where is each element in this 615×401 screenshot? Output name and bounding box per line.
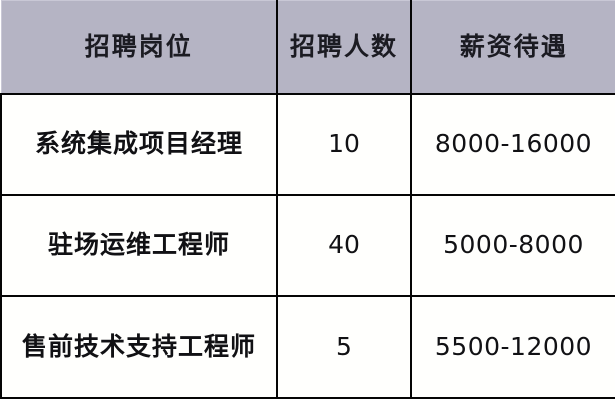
column-header-position: 招聘岗位 [0,0,278,95]
column-header-salary: 薪资待遇 [411,0,615,95]
table-header: 招聘岗位 招聘人数 薪资待遇 [0,0,615,95]
cell-salary-text: 8000-16000 [434,129,593,159]
cell-salary-text: 5500-12000 [434,331,593,361]
cell-count: 10 [277,93,412,196]
cell-count: 40 [277,194,412,297]
cell-salary-text: 5000-8000 [443,230,584,260]
table-row: 驻场运维工程师 40 5000-8000 [0,194,615,297]
table-header-row: 招聘岗位 招聘人数 薪资待遇 [0,0,615,95]
table-body: 系统集成项目经理 10 8000-16000 驻场运维工程师 40 5000-8… [0,93,615,399]
cell-salary: 8000-16000 [411,93,615,196]
cell-count-text: 10 [328,129,360,159]
table-row: 售前技术支持工程师 5 5500-12000 [0,295,615,399]
cell-salary: 5000-8000 [411,194,615,297]
cell-position: 驻场运维工程师 [0,194,278,297]
column-header-count-label: 招聘人数 [289,32,398,61]
cell-count-text: 5 [336,331,352,361]
cell-count-text: 40 [328,230,360,260]
column-header-count: 招聘人数 [277,0,412,95]
cell-count: 5 [277,295,412,399]
cell-position-text: 售前技术支持工程师 [21,331,256,361]
column-header-salary-label: 薪资待遇 [459,32,568,61]
column-header-position-label: 招聘岗位 [84,32,193,61]
cell-position: 售前技术支持工程师 [0,295,278,399]
cell-salary: 5500-12000 [411,295,615,399]
cell-position-text: 驻场运维工程师 [47,230,230,260]
table-row: 系统集成项目经理 10 8000-16000 [0,93,615,196]
cell-position-text: 系统集成项目经理 [34,129,243,159]
cell-position: 系统集成项目经理 [0,93,278,196]
